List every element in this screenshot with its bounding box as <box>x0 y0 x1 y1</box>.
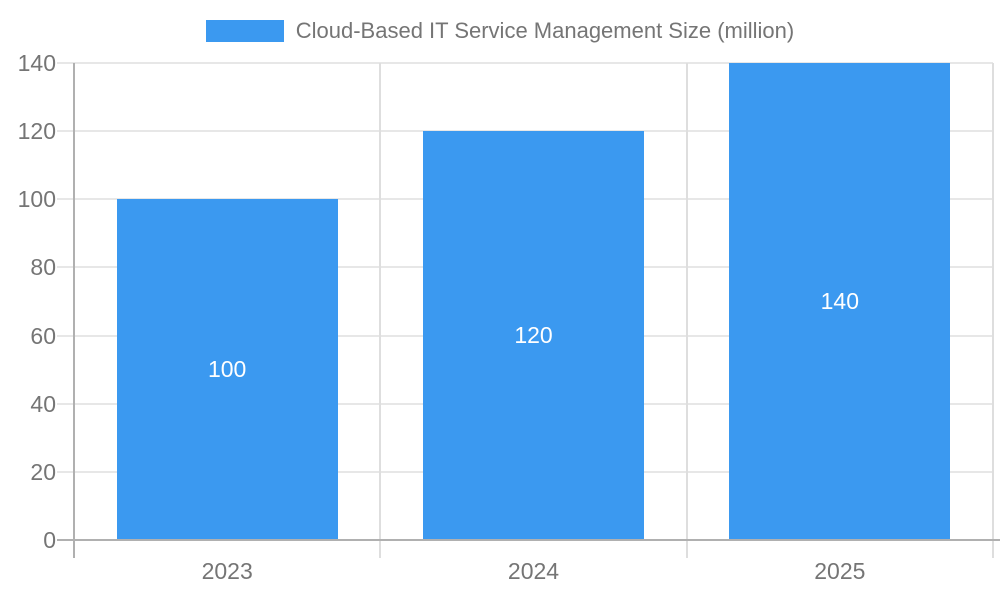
y-axis-line <box>73 63 75 558</box>
y-tick-label: 80 <box>30 254 56 281</box>
x-gridline <box>685 63 688 540</box>
x-tick-label: 2025 <box>814 558 866 584</box>
y-gridline <box>57 62 993 64</box>
x-tick-label: 2024 <box>507 558 560 584</box>
x-axis-line <box>57 539 1000 541</box>
y-tick-label: 100 <box>17 186 56 213</box>
bar-value-label: 120 <box>514 322 553 349</box>
bar[interactable]: 120 <box>423 131 644 540</box>
x-gridline <box>379 63 382 540</box>
y-tick-label: 40 <box>30 390 56 417</box>
legend-swatch <box>205 20 284 42</box>
legend[interactable]: Cloud-Based IT Service Management Size (… <box>0 18 1000 44</box>
bar[interactable]: 140 <box>729 63 951 540</box>
bar-value-label: 100 <box>207 356 247 383</box>
y-tick-label: 60 <box>30 322 56 349</box>
x-tick-mark <box>379 540 382 558</box>
y-tick-label: 120 <box>17 118 56 145</box>
y-tick-label: 20 <box>30 458 56 485</box>
x-tick-label: 2023 <box>201 558 253 584</box>
bar[interactable]: 100 <box>116 199 338 540</box>
x-gridline <box>992 63 994 540</box>
bar-value-label: 140 <box>820 288 860 314</box>
x-tick-mark <box>992 540 994 558</box>
y-tick-label: 140 <box>17 50 56 76</box>
x-tick-mark <box>685 540 688 558</box>
y-tick-label: 0 <box>43 527 56 553</box>
legend-label: Cloud-Based IT Service Management Size (… <box>295 18 795 43</box>
